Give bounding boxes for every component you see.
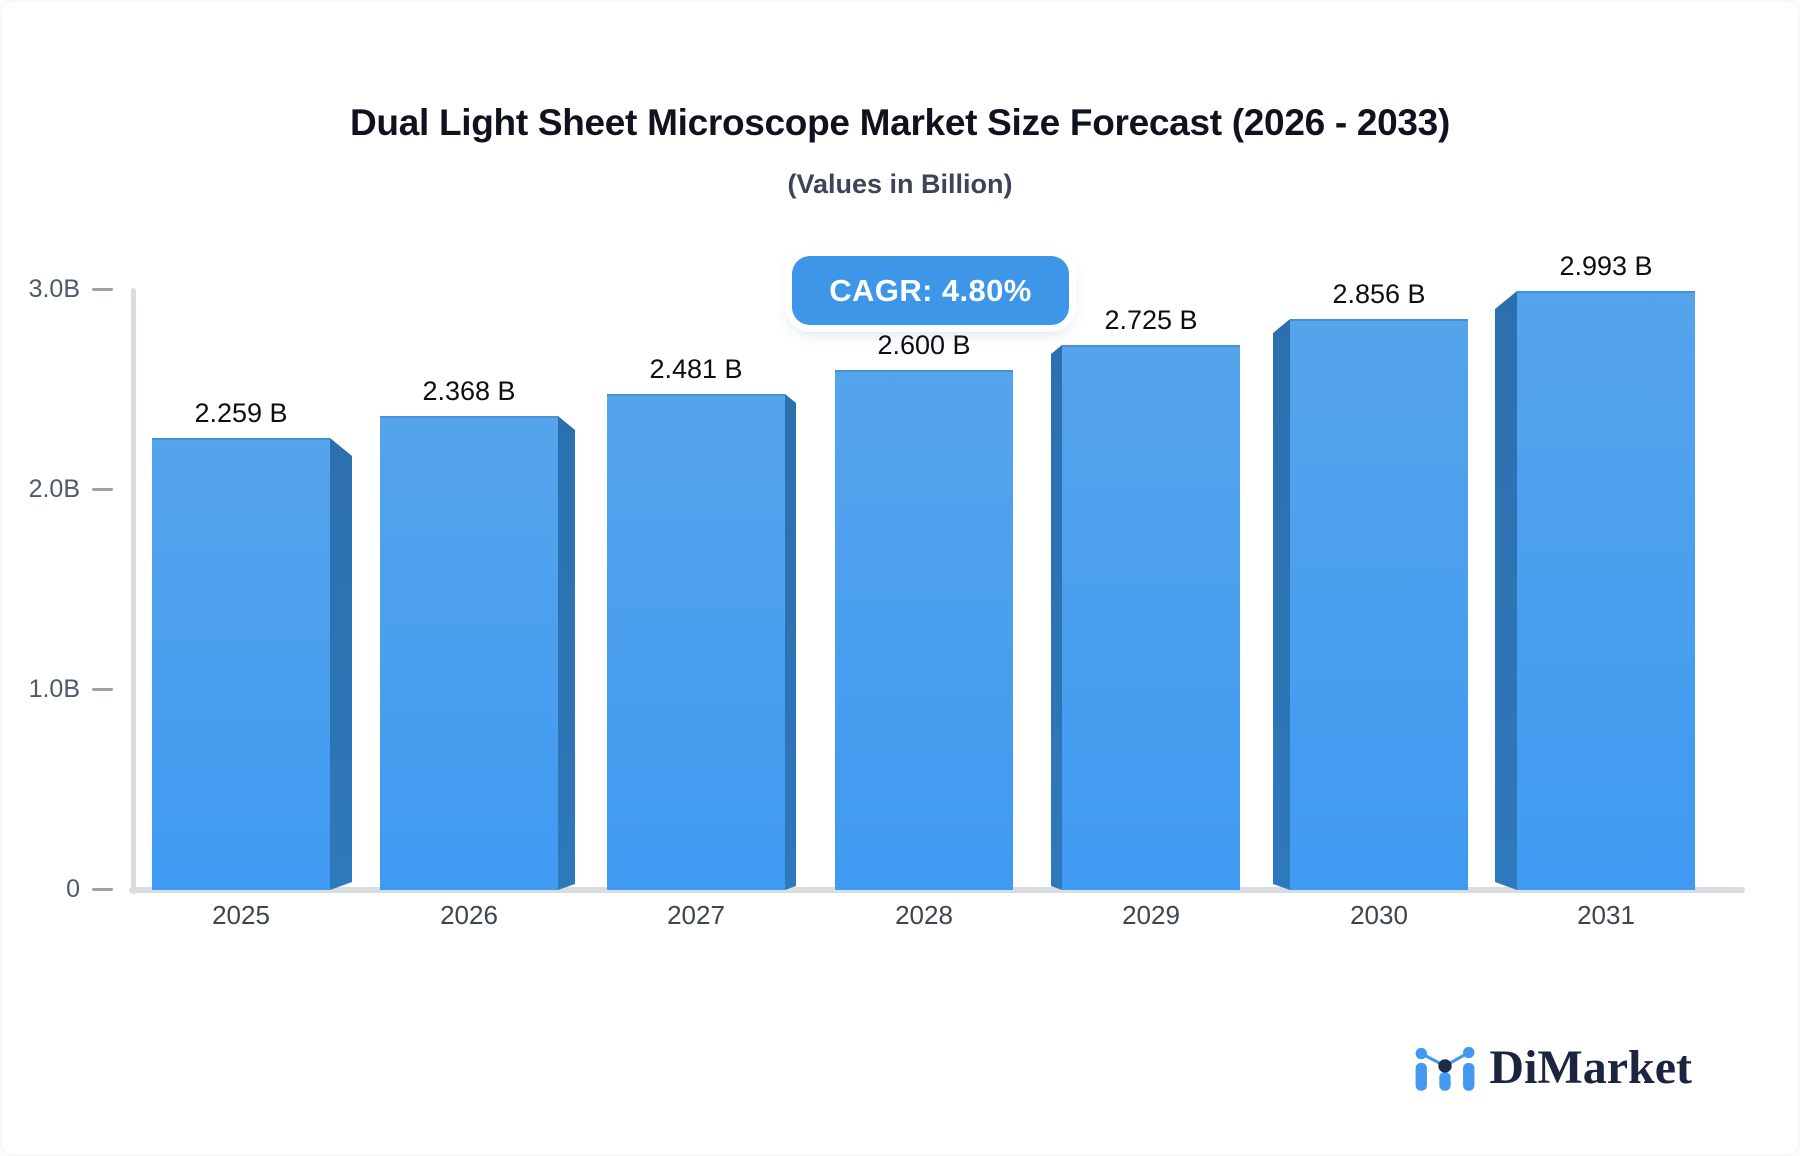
y-tick-mark bbox=[92, 488, 113, 491]
x-label-2031: 2031 bbox=[1577, 900, 1635, 930]
brand-logo: DiMarket bbox=[1413, 1040, 1692, 1096]
bar-2026[interactable] bbox=[380, 416, 575, 890]
cagr-label: CAGR: 4.80% bbox=[829, 272, 1032, 308]
bar-side-2031 bbox=[1495, 291, 1517, 890]
bar-side-2026 bbox=[558, 416, 575, 890]
bar-2025[interactable] bbox=[152, 438, 352, 890]
y-tick-label-1.0B: 1.0B bbox=[28, 675, 80, 703]
y-tick-mark bbox=[92, 888, 113, 891]
bar-value-2027: 2.481 B bbox=[649, 354, 743, 384]
y-tick-label-2.0B: 2.0B bbox=[28, 475, 80, 503]
x-label-2030: 2030 bbox=[1350, 900, 1408, 930]
bar-side-2030 bbox=[1273, 319, 1290, 890]
x-label-2025: 2025 bbox=[212, 900, 270, 930]
x-label-2028: 2028 bbox=[895, 900, 953, 930]
bar-value-2030: 2.856 B bbox=[1332, 279, 1426, 309]
x-label-2029: 2029 bbox=[1122, 900, 1180, 930]
y-tick-label-0: 0 bbox=[66, 875, 80, 903]
bar-side-2029 bbox=[1051, 345, 1062, 890]
cagr-badge: CAGR: 4.80% bbox=[792, 256, 1069, 325]
x-axis-baseline bbox=[129, 887, 1745, 893]
bar-value-2026: 2.368 B bbox=[422, 376, 516, 406]
y-tick-label-3.0B: 3.0B bbox=[28, 275, 80, 303]
y-axis-line bbox=[131, 288, 136, 894]
bar-value-2029: 2.725 B bbox=[1104, 305, 1198, 335]
bar-2031[interactable] bbox=[1495, 291, 1695, 890]
bar-2027[interactable] bbox=[607, 394, 796, 890]
bar-face-2026 bbox=[380, 416, 558, 890]
bar-face-2031 bbox=[1517, 291, 1695, 890]
bar-side-2027 bbox=[785, 394, 796, 890]
bar-face-2028 bbox=[835, 370, 1013, 890]
bar-2030[interactable] bbox=[1273, 319, 1468, 890]
chart-title: Dual Light Sheet Microscope Market Size … bbox=[349, 102, 1450, 143]
bar-side-2025 bbox=[330, 438, 352, 890]
bar-2028[interactable] bbox=[835, 370, 1013, 890]
x-label-2027: 2027 bbox=[667, 900, 725, 930]
dimarket-logo-icon bbox=[1415, 1046, 1475, 1091]
bar-value-2025: 2.259 B bbox=[194, 398, 288, 428]
y-tick-mark bbox=[92, 688, 113, 691]
x-label-2026: 2026 bbox=[440, 900, 498, 930]
bar-face-2027 bbox=[607, 394, 785, 890]
brand-name: DiMarket bbox=[1489, 1041, 1692, 1094]
bar-face-2025 bbox=[152, 438, 330, 890]
bar-value-2028: 2.600 B bbox=[877, 330, 971, 360]
bar-2029[interactable] bbox=[1051, 345, 1240, 890]
y-tick-mark bbox=[92, 288, 113, 291]
bar-face-2029 bbox=[1062, 345, 1240, 890]
chart-subtitle: (Values in Billion) bbox=[787, 169, 1013, 199]
bar-face-2030 bbox=[1290, 319, 1468, 890]
bar-value-2031: 2.993 B bbox=[1559, 251, 1653, 281]
